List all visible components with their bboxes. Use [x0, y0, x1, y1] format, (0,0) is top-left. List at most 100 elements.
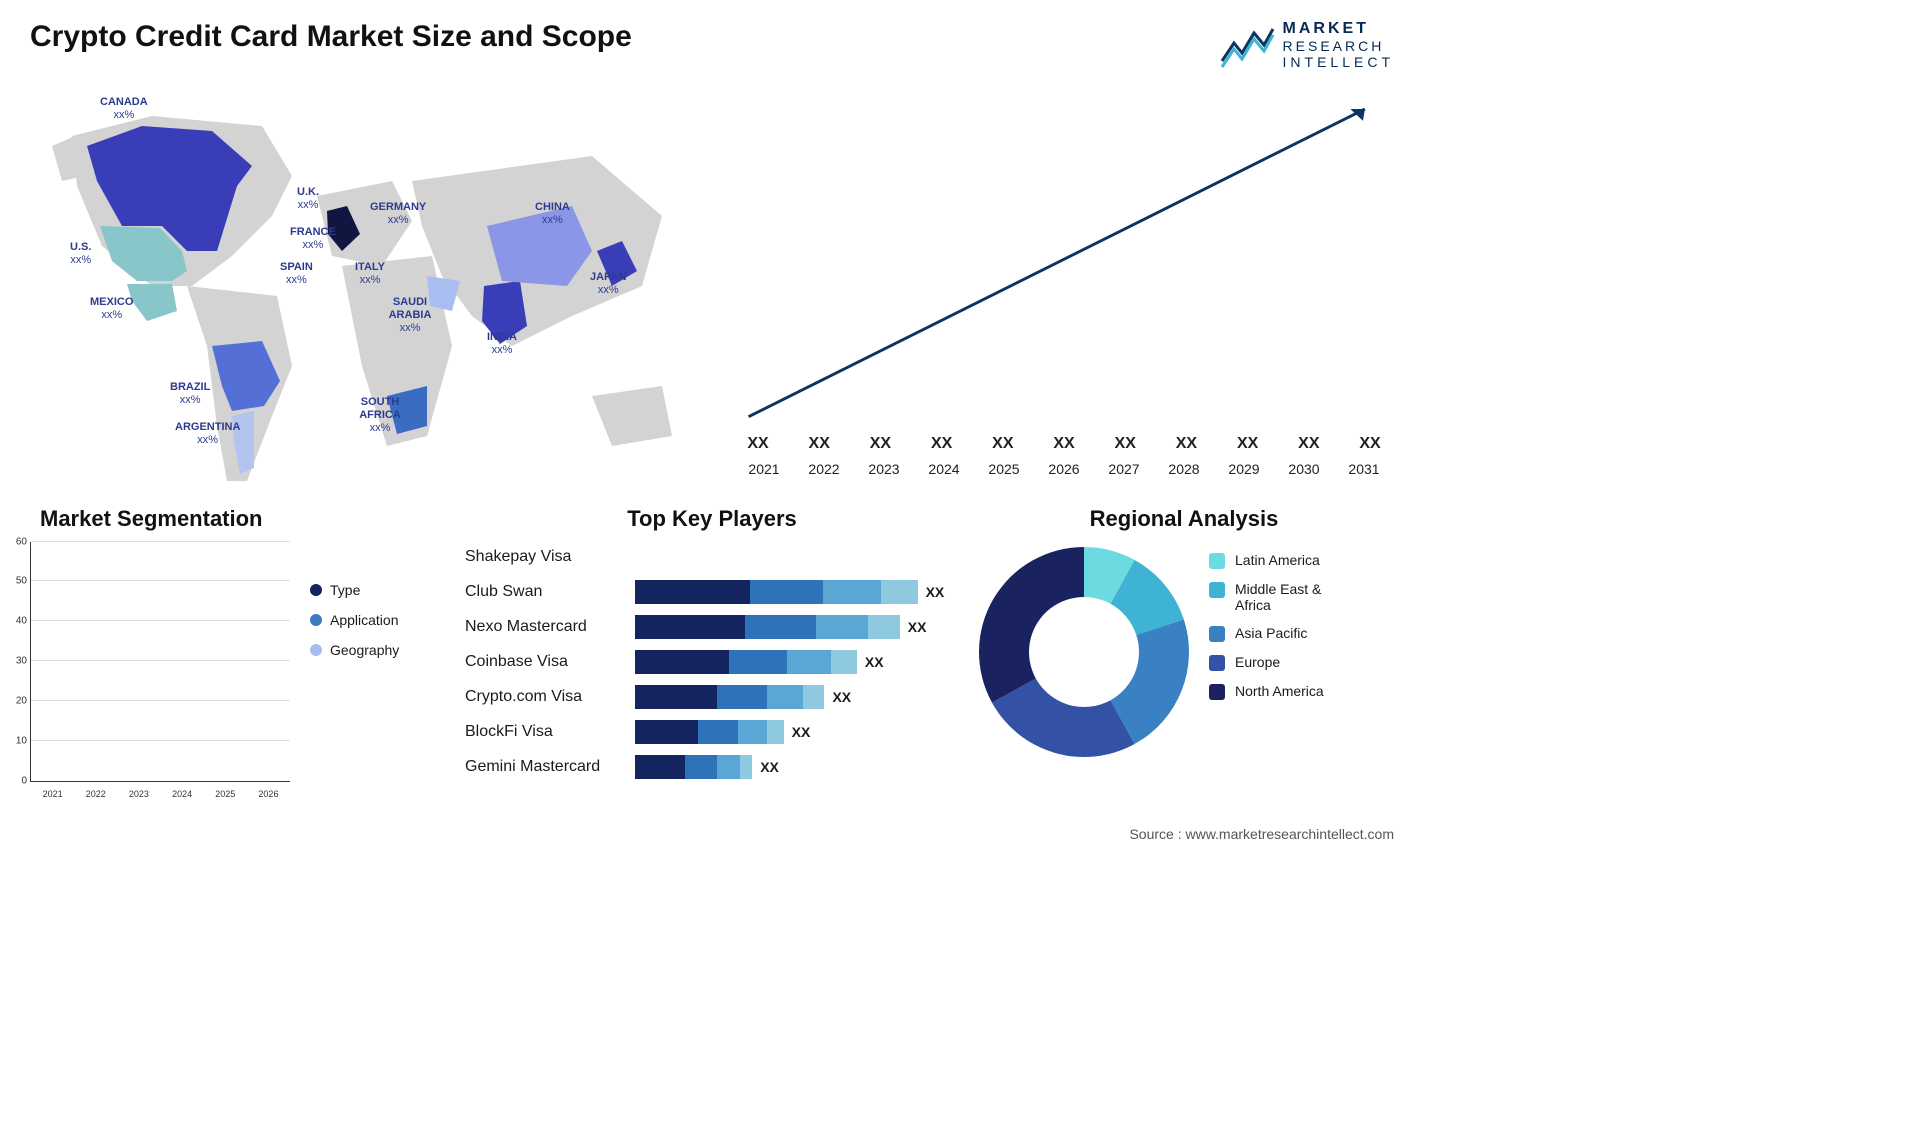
seg-ytick: 20 [16, 695, 27, 706]
player-row: Nexo Mastercard XX [465, 612, 949, 643]
growth-bar: XX [918, 435, 966, 456]
player-row: Coinbase Visa XX [465, 647, 949, 678]
regional-panel: Regional Analysis Latin America Middle Ea… [974, 506, 1394, 806]
growth-xaxis-tick: 2030 [1274, 461, 1334, 486]
map-label: U.K.xx% [297, 186, 319, 212]
player-row: Crypto.com Visa XX [465, 682, 949, 713]
seg-xtick: 2023 [117, 789, 160, 799]
seg-xtick: 2024 [161, 789, 204, 799]
growth-bar-label: XX [931, 435, 952, 453]
donut-slice [979, 547, 1084, 703]
players-panel: Top Key Players Shakepay Visa Club Swan XX… [465, 506, 959, 806]
map-label: SOUTH AFRICAxx% [350, 396, 410, 436]
growth-xaxis-tick: 2026 [1034, 461, 1094, 486]
world-map-panel: CANADAxx% U.S.xx% MEXICOxx% BRAZILxx% ARGENT… [30, 86, 694, 486]
region-legend-item: Asia Pacific [1209, 625, 1349, 642]
seg-ytick: 10 [16, 735, 27, 746]
player-value: XX [760, 759, 779, 775]
player-row: Gemini Mastercard XX [465, 752, 949, 783]
growth-xaxis-tick: 2027 [1094, 461, 1154, 486]
seg-xtick: 2026 [247, 789, 290, 799]
map-label: MEXICOxx% [90, 296, 133, 322]
player-row: Club Swan XX [465, 577, 949, 608]
seg-ytick: 60 [16, 536, 27, 547]
growth-bar: XX [1040, 435, 1088, 456]
seg-xtick: 2021 [31, 789, 74, 799]
region-legend-item: Latin America [1209, 552, 1349, 569]
segmentation-legend: Type Application Geography [310, 582, 399, 782]
growth-xaxis-tick: 2031 [1334, 461, 1394, 486]
logo-icon [1220, 21, 1275, 69]
growth-xaxis-tick: 2028 [1154, 461, 1214, 486]
growth-bar: XX [1224, 435, 1272, 456]
logo-text-3: INTELLECT [1283, 54, 1394, 70]
map-label: GERMANYxx% [370, 201, 426, 227]
growth-chart-panel: XXXXXXXXXXXXXXXXXXXXXX 20212022202320242… [714, 86, 1394, 486]
players-chart: Shakepay Visa Club Swan XX Nexo Mastercard X… [465, 542, 959, 783]
growth-bar: XX [734, 435, 782, 456]
region-legend-item: Middle East & Africa [1209, 581, 1349, 613]
player-row: BlockFi Visa XX [465, 717, 949, 748]
brand-logo: MARKET RESEARCH INTELLECT [1220, 20, 1394, 71]
segmentation-chart: 0102030405060 202120222023202420252026 [30, 542, 290, 782]
player-value: XX [832, 689, 851, 705]
seg-legend-item: Application [310, 612, 399, 628]
seg-ytick: 30 [16, 656, 27, 667]
map-label: ARGENTINAxx% [175, 421, 240, 447]
player-name: Coinbase Visa [465, 653, 635, 671]
growth-bar-label: XX [870, 435, 891, 453]
region-legend-item: North America [1209, 683, 1349, 700]
region-legend-item: Europe [1209, 654, 1349, 671]
map-label: FRANCExx% [290, 226, 336, 252]
player-name: Club Swan [465, 583, 635, 601]
growth-bar-label: XX [809, 435, 830, 453]
player-name: Gemini Mastercard [465, 758, 635, 776]
growth-bar: XX [795, 435, 843, 456]
segmentation-panel: Market Segmentation 0102030405060 202120… [30, 506, 450, 806]
growth-bar-label: XX [1053, 435, 1074, 453]
player-name: Shakepay Visa [465, 548, 635, 566]
map-label: BRAZILxx% [170, 381, 210, 407]
map-label: CANADAxx% [100, 96, 148, 122]
player-value: XX [865, 654, 884, 670]
player-name: BlockFi Visa [465, 723, 635, 741]
growth-bar: XX [1285, 435, 1333, 456]
growth-xaxis-tick: 2022 [794, 461, 854, 486]
player-value: XX [792, 724, 811, 740]
map-label: CHINAxx% [535, 201, 570, 227]
regional-title: Regional Analysis [974, 506, 1394, 532]
regional-legend: Latin America Middle East & Africa Asia Pa… [1209, 552, 1349, 700]
map-label: U.S.xx% [70, 241, 91, 267]
map-label: JAPANxx% [590, 271, 626, 297]
logo-text-1: MARKET [1283, 20, 1394, 38]
growth-bar-label: XX [1176, 435, 1197, 453]
player-name: Crypto.com Visa [465, 688, 635, 706]
source-attribution: Source : www.marketresearchintellect.com [1129, 826, 1394, 842]
map-label: SAUDI ARABIAxx% [380, 296, 440, 336]
growth-bar: XX [1346, 435, 1394, 456]
growth-xaxis-tick: 2021 [734, 461, 794, 486]
segmentation-title: Market Segmentation [40, 506, 450, 532]
growth-bar-label: XX [1115, 435, 1136, 453]
growth-xaxis-tick: 2029 [1214, 461, 1274, 486]
player-row: Shakepay Visa [465, 542, 949, 573]
growth-bar: XX [1101, 435, 1149, 456]
growth-bar-label: XX [747, 435, 768, 453]
players-title: Top Key Players [465, 506, 959, 532]
seg-ytick: 40 [16, 616, 27, 627]
regional-donut [974, 542, 1194, 762]
seg-legend-item: Geography [310, 642, 399, 658]
player-name: Nexo Mastercard [465, 618, 635, 636]
page-title: Crypto Credit Card Market Size and Scope [30, 20, 632, 54]
player-value: XX [908, 619, 927, 635]
logo-text-2: RESEARCH [1283, 38, 1394, 54]
growth-xaxis-tick: 2023 [854, 461, 914, 486]
seg-xtick: 2025 [204, 789, 247, 799]
map-label: ITALYxx% [355, 261, 385, 287]
growth-bar: XX [1162, 435, 1210, 456]
growth-bar-label: XX [1237, 435, 1258, 453]
seg-legend-item: Type [310, 582, 399, 598]
player-value: XX [926, 584, 945, 600]
growth-bar-label: XX [1298, 435, 1319, 453]
seg-xtick: 2022 [74, 789, 117, 799]
